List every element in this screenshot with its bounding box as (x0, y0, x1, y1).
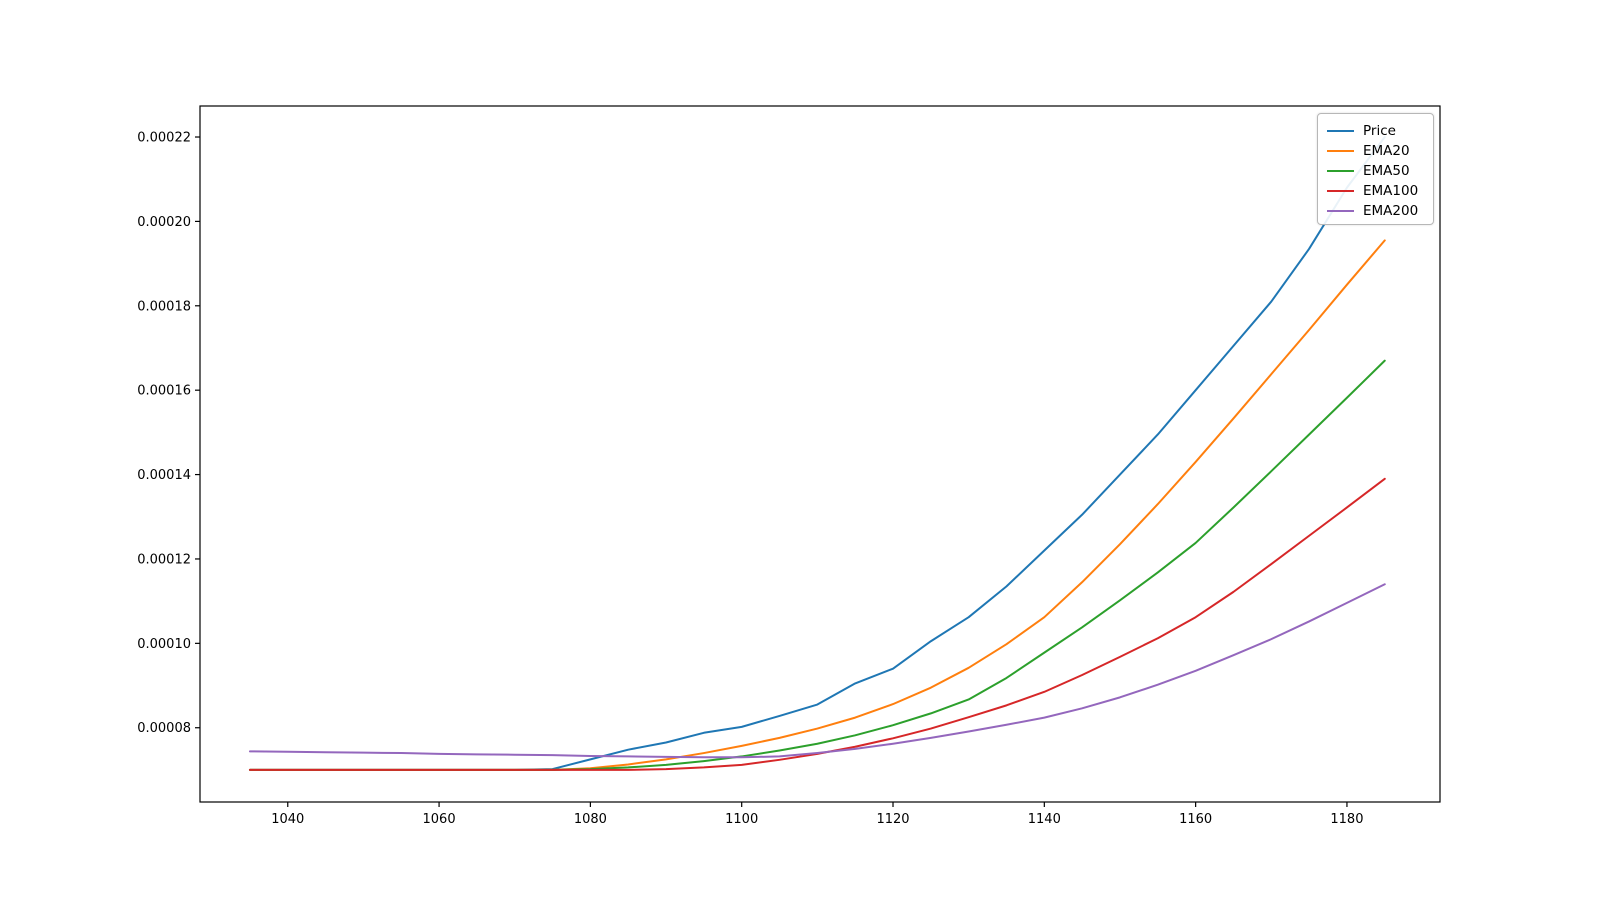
legend: Price EMA20 EMA50 EMA100 EMA200 (1317, 113, 1434, 225)
series-line-price (248, 136, 1386, 771)
y-tick-label: 0.00022 (137, 131, 191, 146)
x-tick-label: 1120 (876, 812, 909, 827)
y-tick-label: 0.00012 (137, 552, 191, 567)
legend-item-price: Price (1327, 121, 1423, 141)
legend-line-swatch (1327, 210, 1354, 212)
x-tick-label: 1160 (1179, 812, 1212, 827)
x-tick-label: 1100 (725, 812, 758, 827)
series-line-ema50 (248, 359, 1386, 771)
legend-line-swatch (1327, 170, 1354, 172)
legend-item-ema200: EMA200 (1327, 201, 1423, 221)
legend-item-ema20: EMA20 (1327, 141, 1423, 161)
y-tick-label: 0.00018 (137, 299, 191, 314)
legend-label: EMA50 (1363, 163, 1410, 179)
legend-label: Price (1363, 123, 1396, 139)
x-tick-label: 1060 (423, 812, 456, 827)
x-tick-label: 1180 (1330, 812, 1363, 827)
axes-frame (199, 105, 1441, 803)
y-tick-label: 0.00020 (137, 215, 191, 230)
series-line-ema200 (248, 583, 1386, 759)
legend-label: EMA20 (1363, 143, 1410, 159)
y-tick-label: 0.00008 (137, 721, 191, 736)
legend-line-swatch (1327, 150, 1354, 152)
legend-item-ema50: EMA50 (1327, 161, 1423, 181)
x-tick-label: 1080 (574, 812, 607, 827)
legend-line-swatch (1327, 190, 1354, 192)
x-tick-label: 1040 (271, 812, 304, 827)
legend-label: EMA100 (1363, 183, 1419, 199)
legend-item-ema100: EMA100 (1327, 181, 1423, 201)
y-tick-label: 0.00010 (137, 637, 191, 652)
series-line-ema100 (248, 477, 1386, 771)
y-tick-label: 0.00014 (137, 468, 191, 483)
series-line-ema20 (248, 239, 1386, 771)
y-tick-label: 0.00016 (137, 384, 191, 399)
x-tick-label: 1140 (1028, 812, 1061, 827)
legend-label: EMA200 (1363, 203, 1419, 219)
legend-line-swatch (1327, 130, 1354, 132)
